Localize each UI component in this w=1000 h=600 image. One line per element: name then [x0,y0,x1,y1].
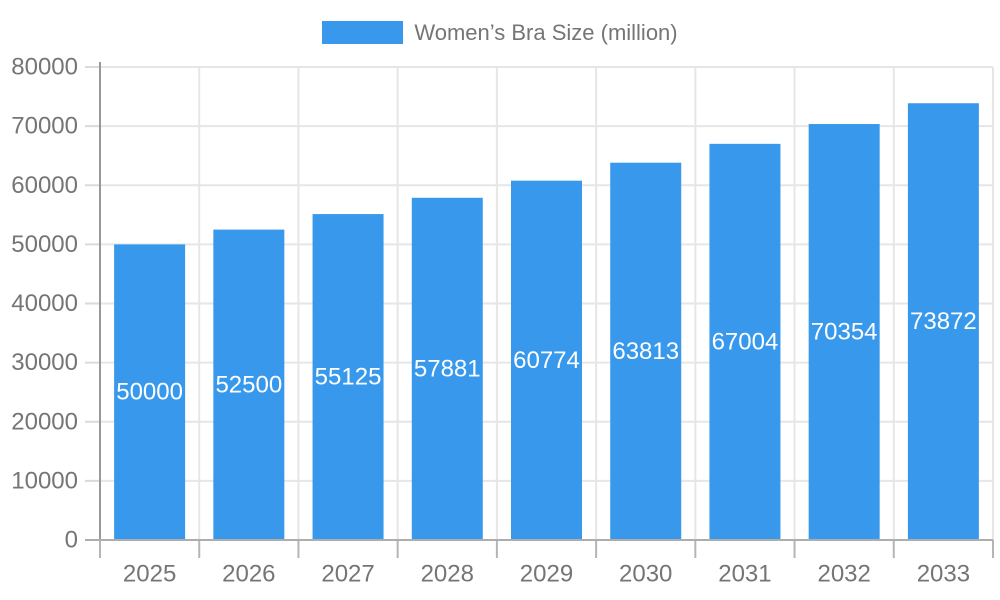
bar-2031[interactable] [709,143,781,540]
bar-2033[interactable] [907,103,979,540]
bar-2030[interactable] [610,162,682,541]
x-axis-label: 2026 [222,561,275,588]
x-axis-label: 2033 [917,561,970,588]
legend-swatch [322,21,404,44]
bar-value-label: 60774 [513,347,580,374]
bar-value-label: 57881 [414,355,481,382]
x-axis-label: 2032 [817,561,870,588]
y-axis-label: 10000 [11,467,78,494]
bar-2029[interactable] [511,180,582,541]
y-axis-label: 50000 [11,231,78,258]
chart-legend[interactable]: Women’s Bra Size (million) [0,21,1000,44]
bar-2025[interactable] [114,244,186,540]
bar-value-label: 67004 [712,328,779,355]
y-axis-label: 20000 [11,408,78,435]
x-axis-label: 2030 [619,561,672,588]
bar-value-label: 70354 [811,319,878,346]
x-axis-label: 2027 [321,561,374,588]
y-axis-label: 80000 [11,54,78,81]
y-axis-label: 40000 [11,290,78,317]
bar-2027[interactable] [312,214,384,541]
y-axis-label: 70000 [11,113,78,140]
bar-value-label: 50000 [116,379,183,406]
y-axis-label: 0 [65,527,78,554]
bar-2028[interactable] [411,197,483,540]
x-axis-label: 2031 [718,561,771,588]
x-axis-label: 2025 [123,561,176,588]
y-axis-label: 30000 [11,349,78,376]
x-axis-label: 2028 [421,561,474,588]
x-axis-label: 2029 [520,561,573,588]
bar-2032[interactable] [808,124,880,540]
bar-value-label: 73872 [910,308,977,335]
bar-2026[interactable] [213,229,285,540]
bar-value-label: 55125 [315,364,382,391]
bar-value-label: 63813 [612,338,679,365]
legend-label: Women’s Bra Size (million) [414,20,678,45]
y-axis-label: 60000 [11,172,78,199]
bar-value-label: 52500 [215,371,282,398]
